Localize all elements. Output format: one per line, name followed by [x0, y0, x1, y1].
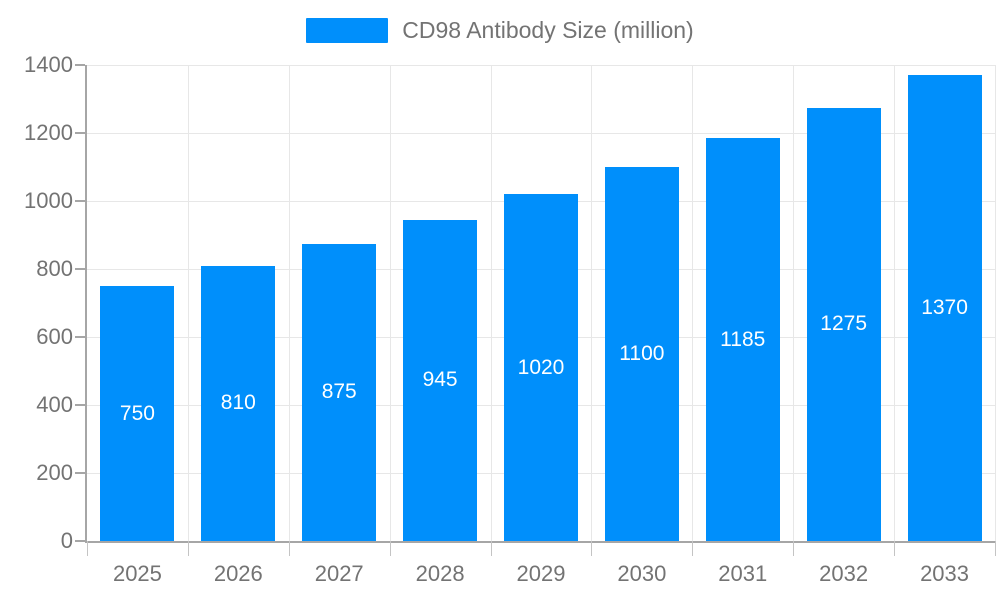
x-axis-label: 2027: [314, 561, 364, 586]
x-gridline: [692, 65, 694, 541]
bar[interactable]: [100, 286, 175, 541]
bar-value-label: 1370: [921, 296, 968, 320]
bar-value-label: 810: [220, 391, 256, 415]
x-axis-tick: [692, 541, 694, 556]
x-axis-label: 2025: [112, 561, 162, 586]
bar-value-label: 875: [321, 380, 357, 404]
x-gridline: [389, 65, 391, 541]
y-axis-line: [85, 65, 87, 541]
y-axis-label: 1000: [24, 188, 73, 213]
legend-label: CD98 Antibody Size (million): [402, 17, 694, 43]
y-axis-tick: [75, 336, 85, 338]
y-axis-tick: [75, 200, 85, 202]
y-axis-tick: [75, 404, 85, 406]
x-axis-label: 2029: [516, 561, 566, 586]
x-gridline: [288, 65, 290, 541]
bar[interactable]: [201, 265, 276, 541]
x-axis-label: 2033: [920, 561, 970, 586]
x-axis-label: 2028: [415, 561, 465, 586]
bar-value-label: 1275: [820, 312, 868, 336]
x-axis-label: 2026: [213, 561, 263, 586]
bar[interactable]: [302, 243, 377, 541]
bar[interactable]: [604, 167, 679, 541]
x-axis-label: 2030: [617, 561, 667, 586]
x-axis-tick: [894, 541, 896, 556]
y-axis-tick: [75, 268, 85, 270]
y-axis-label: 200: [36, 460, 73, 485]
plot-area: 0 200 400 600 800 1000 1200 1400 750 2025 810 2026 8…: [24, 52, 996, 586]
x-gridline: [490, 65, 492, 541]
chart-legend[interactable]: CD98 Antibody Size (million): [0, 14, 1000, 46]
x-gridline: [995, 65, 996, 541]
x-axis-tick: [288, 541, 290, 556]
legend-swatch-icon: [306, 17, 389, 43]
y-gridline: [87, 65, 995, 66]
y-axis-tick: [75, 472, 85, 474]
bar[interactable]: [705, 138, 780, 541]
bar[interactable]: [403, 219, 478, 541]
x-axis-label: 2032: [819, 561, 869, 586]
y-axis-label: 1200: [24, 120, 73, 145]
bar-value-label: 1020: [517, 355, 565, 379]
y-axis-tick: [75, 540, 85, 542]
bar-value-label: 945: [422, 368, 458, 392]
x-axis-line: [85, 541, 995, 543]
x-axis-label: 2031: [718, 561, 768, 586]
bar-value-label: 750: [119, 401, 155, 425]
y-axis-label: 0: [60, 528, 73, 553]
x-gridline: [187, 65, 189, 541]
x-axis-tick: [87, 541, 88, 556]
bar[interactable]: [806, 107, 881, 541]
bar[interactable]: [504, 194, 578, 541]
x-axis-tick: [793, 541, 795, 556]
y-axis-label: 800: [36, 256, 73, 281]
y-axis-label: 400: [36, 392, 73, 417]
y-axis-tick: [75, 64, 85, 66]
x-axis-tick: [995, 541, 996, 556]
x-gridline: [591, 65, 593, 541]
x-axis-tick: [490, 541, 492, 556]
x-gridline: [793, 65, 795, 541]
y-axis-tick: [75, 132, 85, 134]
bar[interactable]: [907, 75, 982, 541]
x-gridline: [894, 65, 896, 541]
x-axis-tick: [389, 541, 391, 556]
x-axis-tick: [591, 541, 593, 556]
y-axis-label: 1400: [24, 52, 73, 77]
y-axis-label: 600: [36, 324, 73, 349]
bar-value-label: 1185: [720, 327, 766, 351]
y-gridline: [87, 133, 995, 134]
x-axis-tick: [187, 541, 189, 556]
bar-value-label: 1100: [619, 342, 665, 365]
